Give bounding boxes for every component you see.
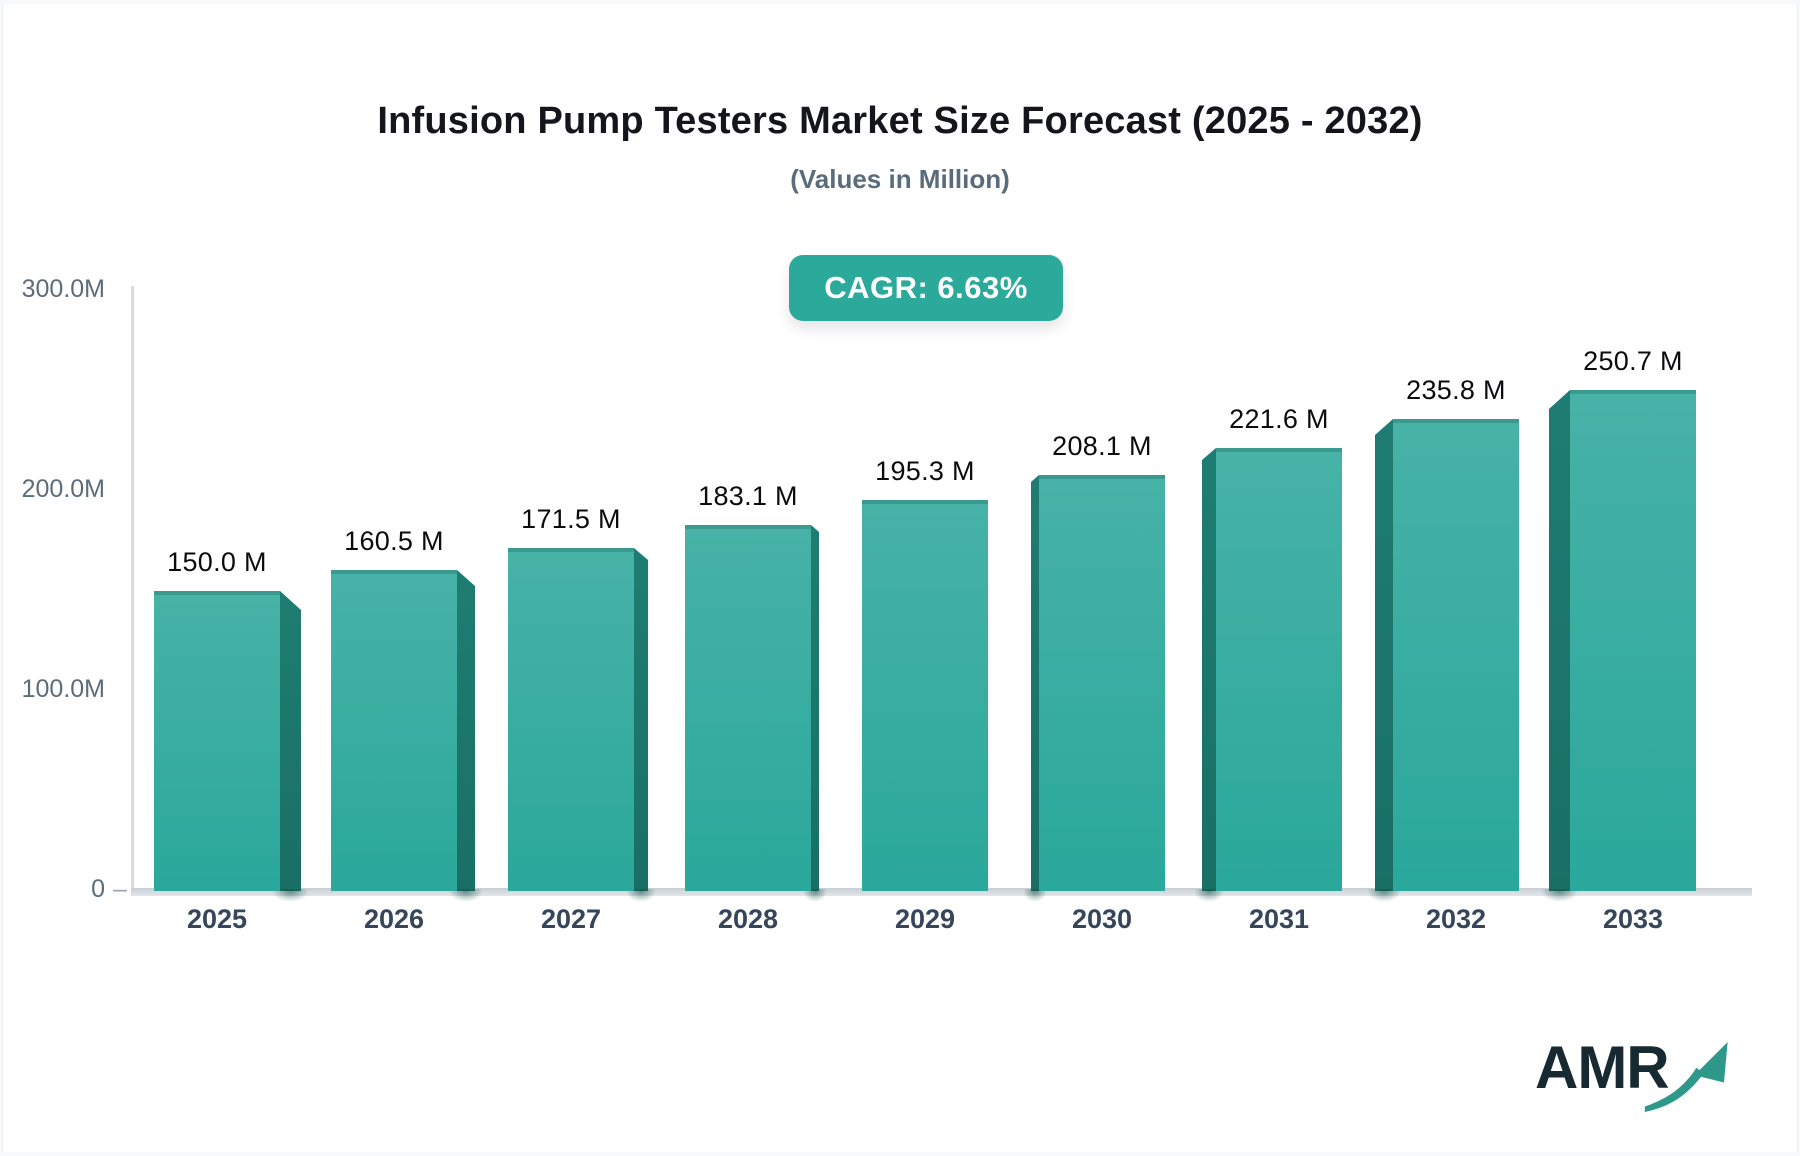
bar-2026[interactable]	[331, 570, 457, 891]
x-axis-baseline	[131, 888, 1752, 896]
cagr-badge: CAGR: 6.63%	[789, 255, 1063, 321]
y-axis-line	[131, 286, 134, 890]
bar-side-face-2031	[1202, 448, 1216, 891]
bar-value-label-2030: 208.1 M	[1052, 431, 1152, 461]
bar-chart-plot-area: 300.0M 200.0M 100.0M 0– 150.0 M 2025 160.5 M 20…	[3, 4, 1797, 1152]
x-axis-label-2031: 2031	[1248, 904, 1310, 934]
bar-ground-shadow	[1023, 889, 1047, 902]
bar-side-face-2028	[811, 525, 819, 891]
x-axis-label-2029: 2029	[894, 904, 956, 934]
bar-ground-shadow	[449, 889, 483, 902]
bar-value-label-2029: 195.3 M	[875, 456, 975, 486]
bar-value-label-2027: 171.5 M	[521, 504, 621, 534]
chart-title: Infusion Pump Testers Market Size Foreca…	[377, 100, 1423, 142]
bar-2025[interactable]	[154, 591, 280, 891]
amr-logo-text: AMR	[1535, 1034, 1670, 1101]
bar-ground-shadow	[1194, 889, 1224, 902]
bar-side-face-2027	[634, 548, 648, 891]
bar-side-face-2025	[280, 591, 301, 891]
bar-side-face-2032	[1375, 419, 1393, 891]
x-axis-label-2027: 2027	[540, 904, 602, 934]
y-axis-zero-tick-mark: –	[113, 875, 127, 903]
bar-2028[interactable]	[685, 525, 811, 891]
bar-value-label-2028: 183.1 M	[698, 481, 798, 511]
chart-card: Infusion Pump Testers Market Size Foreca…	[2, 4, 1798, 1152]
bar-ground-shadow	[1367, 889, 1401, 902]
growth-arrow-icon	[1644, 1042, 1728, 1112]
bar-value-label-2026: 160.5 M	[344, 526, 444, 556]
y-axis-tick-300: 300.0M	[21, 275, 105, 303]
y-axis-tick-0: 0	[91, 875, 105, 903]
x-axis-label-2032: 2032	[1425, 904, 1487, 934]
y-axis-tick-100: 100.0M	[21, 675, 105, 703]
bar-2031[interactable]	[1216, 448, 1342, 891]
x-axis-label-2026: 2026	[363, 904, 425, 934]
bar-side-face-2033	[1549, 390, 1570, 891]
bar-value-label-2033: 250.7 M	[1583, 346, 1683, 376]
x-axis-label-2033: 2033	[1602, 904, 1664, 934]
bar-value-label-2025: 150.0 M	[167, 547, 267, 577]
x-axis-label-2030: 2030	[1071, 904, 1133, 934]
bar-2032[interactable]	[1393, 419, 1519, 891]
bar-ground-shadow	[272, 889, 309, 902]
bar-ground-shadow	[803, 889, 827, 902]
bar-2033[interactable]	[1570, 390, 1696, 891]
bar-value-label-2032: 235.8 M	[1406, 375, 1506, 405]
y-axis-tick-200: 200.0M	[21, 475, 105, 503]
bar-ground-shadow	[626, 889, 656, 902]
bar-value-label-2031: 221.6 M	[1229, 404, 1329, 434]
chart-subtitle: (Values in Million)	[790, 164, 1010, 194]
bar-2029[interactable]	[862, 500, 988, 891]
amr-logo: AMR	[1535, 1036, 1745, 1112]
x-axis-label-2028: 2028	[717, 904, 779, 934]
cagr-badge-label: CAGR: 6.63%	[824, 270, 1028, 305]
bar-side-face-2026	[457, 570, 475, 891]
bar-2027[interactable]	[508, 548, 634, 891]
bar-ground-shadow	[1541, 889, 1578, 902]
bar-2030[interactable]	[1039, 475, 1165, 891]
bar-side-face-2030	[1031, 475, 1039, 891]
x-axis-label-2025: 2025	[186, 904, 248, 934]
